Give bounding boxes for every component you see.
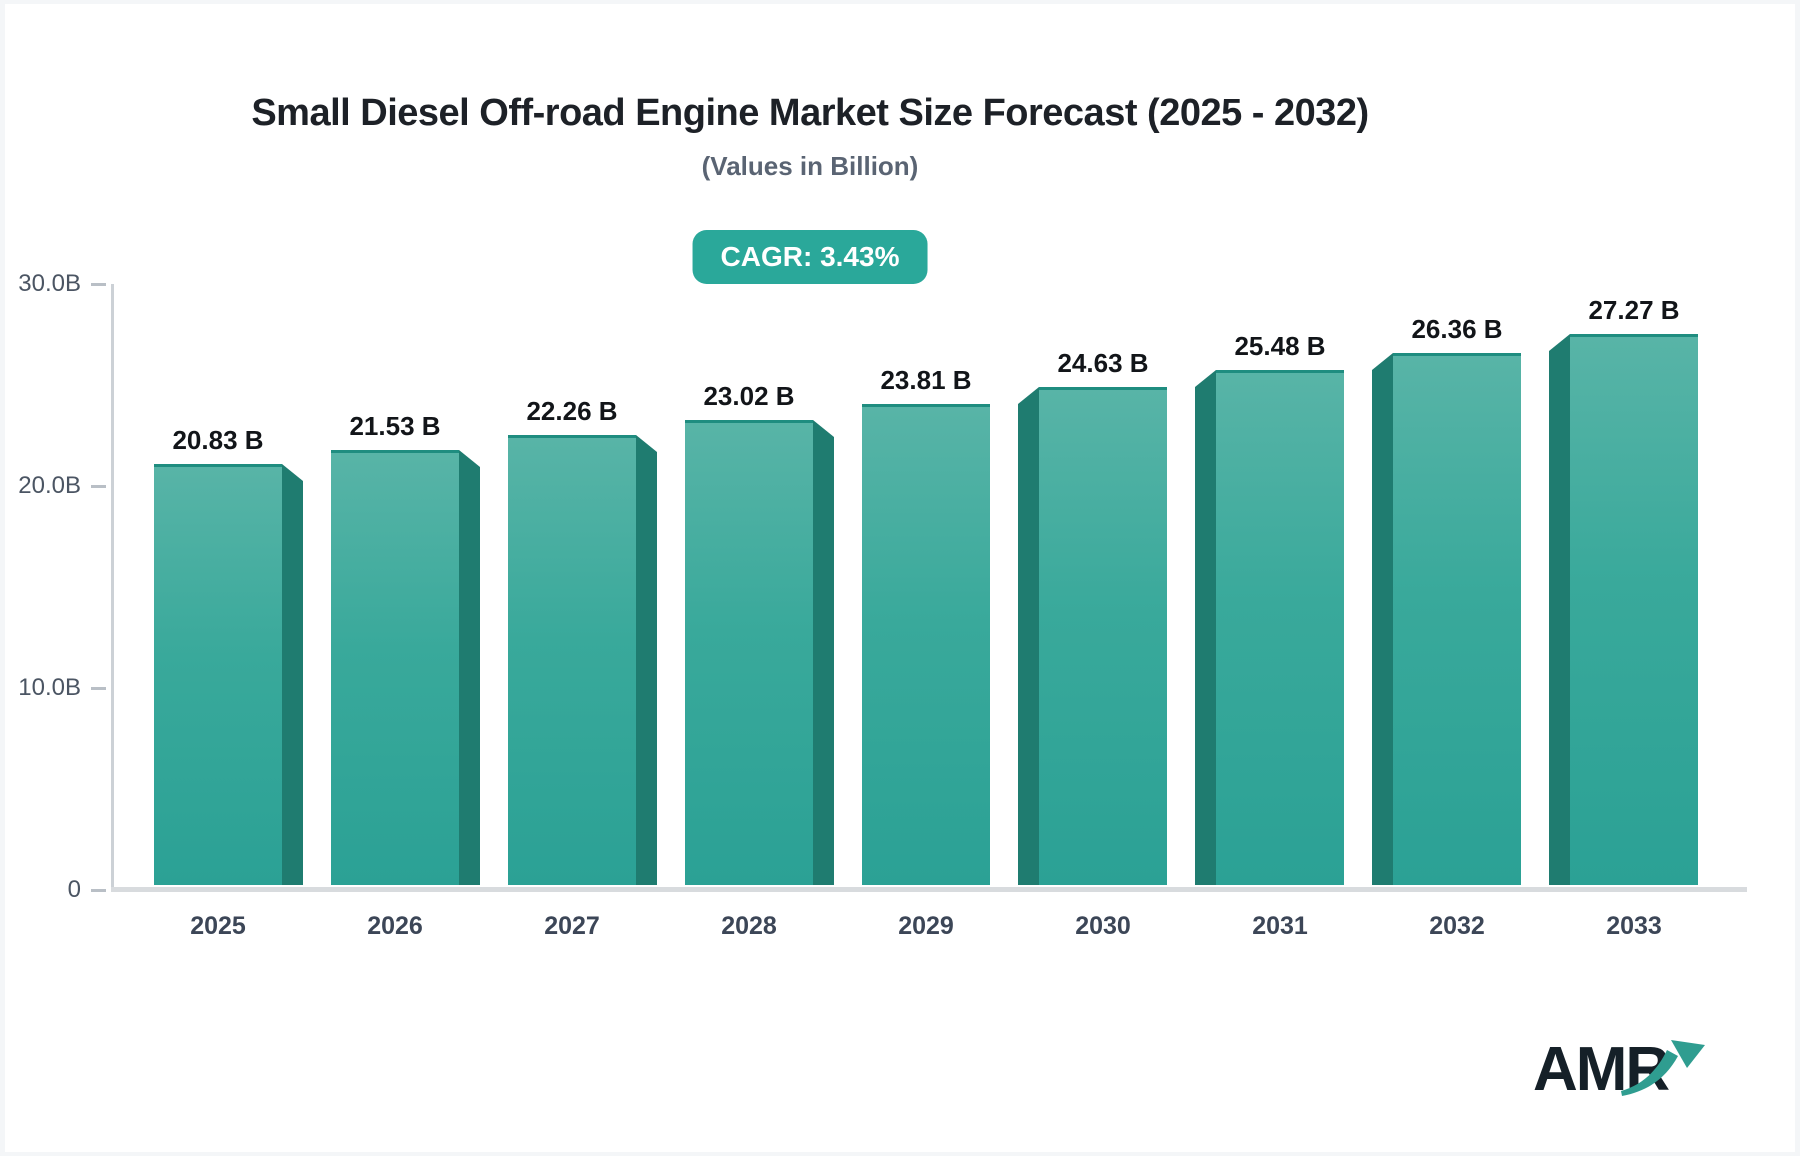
growth-arrow-icon bbox=[1621, 1040, 1705, 1096]
bar-2032[interactable]: 26.36 B bbox=[1372, 314, 1521, 885]
y-axis-label-20.0B: 20.0B bbox=[18, 472, 81, 499]
bar-value-label: 25.48 B bbox=[1234, 331, 1326, 361]
x-axis-label-2032: 2032 bbox=[1429, 912, 1485, 940]
y-axis-label-0: 0 bbox=[67, 876, 81, 903]
x-axis-label-2029: 2029 bbox=[898, 912, 954, 940]
bar-side-face bbox=[813, 420, 834, 885]
chart-subtitle: (Values in Billion) bbox=[701, 151, 919, 181]
y-axis-line bbox=[111, 284, 114, 890]
bar-value-label: 21.53 B bbox=[349, 411, 441, 441]
y-axis-tick bbox=[91, 889, 106, 892]
bar-value-label: 24.63 B bbox=[1057, 348, 1149, 378]
bar-value-label: 26.36 B bbox=[1411, 314, 1503, 344]
x-axis-label-2026: 2026 bbox=[367, 912, 423, 940]
x-axis-line bbox=[111, 887, 1747, 892]
y-axis-tick bbox=[91, 283, 106, 286]
x-axis-label-2030: 2030 bbox=[1075, 912, 1131, 940]
chart-canvas: Small Diesel Off-road Engine Market Size… bbox=[5, 4, 1795, 1152]
amr-logo-text: AMR bbox=[1533, 1035, 1670, 1104]
bar-2030[interactable]: 24.63 B bbox=[1018, 348, 1167, 885]
x-axis-label-2028: 2028 bbox=[721, 912, 777, 940]
y-axis-tick bbox=[91, 687, 106, 690]
cagr-badge: CAGR: 3.43% bbox=[692, 230, 928, 284]
bar-2027[interactable]: 22.26 B bbox=[508, 396, 657, 885]
bar-value-label: 27.27 B bbox=[1588, 295, 1680, 325]
bar-2025[interactable]: 20.83 B bbox=[154, 425, 303, 885]
bar-2029[interactable]: 23.81 B bbox=[862, 365, 990, 885]
bar-side-face bbox=[282, 464, 303, 885]
bar-side-face bbox=[1018, 387, 1039, 885]
bar-value-label: 23.81 B bbox=[880, 365, 972, 395]
bar-2028[interactable]: 23.02 B bbox=[685, 381, 834, 885]
chart-header: Small Diesel Off-road Engine Market Size… bbox=[5, 92, 1615, 182]
bar-value-label: 20.83 B bbox=[172, 425, 264, 455]
amr-logo: AMR bbox=[1533, 1034, 1718, 1106]
bar-side-face bbox=[459, 450, 480, 885]
bar-2033[interactable]: 27.27 B bbox=[1549, 295, 1698, 885]
x-axis-label-2025: 2025 bbox=[190, 912, 246, 940]
bar-side-face bbox=[636, 435, 657, 885]
chart-title: Small Diesel Off-road Engine Market Size… bbox=[251, 92, 1369, 134]
bar-value-label: 22.26 B bbox=[526, 396, 618, 426]
bar-2026[interactable]: 21.53 B bbox=[331, 411, 480, 885]
y-axis-tick bbox=[91, 485, 106, 488]
bar-2031[interactable]: 25.48 B bbox=[1195, 331, 1344, 885]
bar-value-label: 23.02 B bbox=[703, 381, 795, 411]
bar-side-face bbox=[1372, 353, 1393, 885]
bar-side-face bbox=[1195, 370, 1216, 885]
plot-area: 30.0B 20.0B 10.0B 0 20.83 B 21.53 B 22.26 B… bbox=[18, 270, 1747, 940]
x-axis-label-2031: 2031 bbox=[1252, 912, 1308, 940]
bar-side-face bbox=[1549, 334, 1570, 885]
y-axis-label-10.0B: 10.0B bbox=[18, 674, 81, 701]
y-axis-label-30.0B: 30.0B bbox=[18, 270, 81, 297]
x-axis-label-2027: 2027 bbox=[544, 912, 600, 940]
x-axis-label-2033: 2033 bbox=[1606, 912, 1662, 940]
